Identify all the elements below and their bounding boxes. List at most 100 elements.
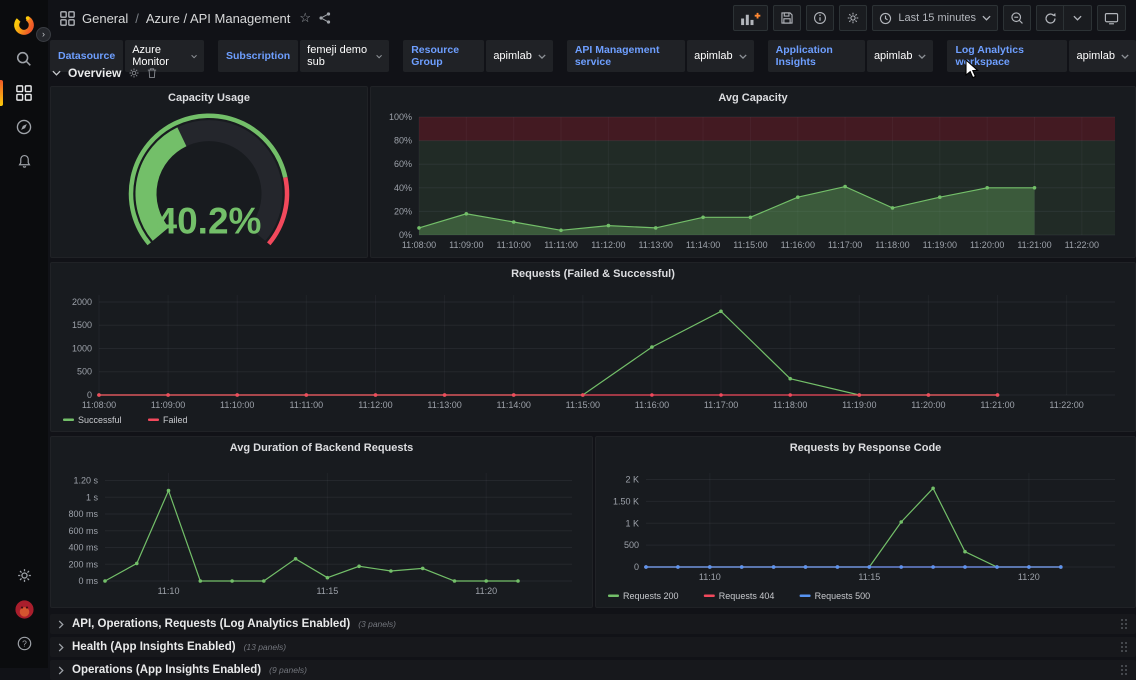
svg-text:11:20:00: 11:20:00 <box>911 400 945 410</box>
sidebar-item-profile[interactable] <box>0 592 48 626</box>
svg-text:11:14:00: 11:14:00 <box>497 400 531 410</box>
filter-value-dropdown[interactable]: apimlab <box>1069 40 1136 72</box>
filter-log-analytics: Log Analytics workspace apimlab <box>947 40 1136 72</box>
sidebar-item-dashboards[interactable] <box>0 76 48 110</box>
sidebar-item-search[interactable] <box>0 42 48 76</box>
help-icon: ? <box>17 636 31 650</box>
filter-value-dropdown[interactable]: apimlab <box>486 40 553 72</box>
cycle-view-mode-button[interactable] <box>1097 5 1126 31</box>
svg-text:11:08:00: 11:08:00 <box>402 240 436 250</box>
filter-label: Application Insights <box>767 40 865 72</box>
svg-text:11:19:00: 11:19:00 <box>923 240 957 250</box>
panel-title[interactable]: Avg Capacity <box>718 92 788 104</box>
panel-title[interactable]: Avg Duration of Backend Requests <box>229 442 414 454</box>
svg-text:11:20:00: 11:20:00 <box>970 240 1004 250</box>
chevron-down-icon <box>376 54 382 58</box>
row-drag-handle[interactable] <box>1120 618 1128 630</box>
search-icon <box>16 51 31 66</box>
panel-requests: Requests (Failed & Successful) 0 500 1000 1… <box>50 262 1136 432</box>
row-overview-header[interactable]: Overview <box>52 66 157 80</box>
template-variables-bar: Datasource Azure Monitor Subscription fe… <box>50 40 1136 72</box>
refresh-button-group <box>1036 5 1092 31</box>
row-drag-handle[interactable] <box>1120 641 1128 653</box>
time-range-picker[interactable]: Last 15 minutes <box>872 5 998 31</box>
row-panel-count: (9 panels) <box>269 665 307 675</box>
svg-text:11:21:00: 11:21:00 <box>980 400 1014 410</box>
filter-label: API Management service <box>566 40 686 72</box>
dashboard-insights-button[interactable] <box>806 5 835 31</box>
response-codes-chart[interactable]: 0 500 1 K 1.50 K 2 K 11:10 11:15 11:20 Requests … <box>598 459 1133 605</box>
svg-text:11:10: 11:10 <box>699 572 721 582</box>
filter-value-dropdown[interactable]: Azure Monitor <box>125 40 204 72</box>
svg-text:1500: 1500 <box>72 320 92 330</box>
sidebar-item-help[interactable]: ? <box>0 626 48 660</box>
svg-text:0 ms: 0 ms <box>78 576 98 586</box>
dashboard-settings-button[interactable] <box>839 5 868 31</box>
filter-value-dropdown[interactable]: femeji demo sub <box>300 40 390 72</box>
svg-text:11:18:00: 11:18:00 <box>875 240 909 250</box>
capacity-gauge[interactable]: 40.2% <box>53 109 365 255</box>
chevron-down-icon <box>191 54 197 58</box>
row-health[interactable]: Health (App Insights Enabled) (13 panels… <box>50 637 1136 657</box>
save-dashboard-button[interactable] <box>773 5 802 31</box>
backend-duration-chart[interactable]: 0 ms 200 ms 400 ms 600 ms 800 ms 1 s 1.20 s 11:… <box>53 459 590 605</box>
row-drag-handle[interactable] <box>1120 664 1128 676</box>
info-circle-icon <box>814 12 827 24</box>
svg-text:1.20 s: 1.20 s <box>73 476 98 486</box>
star-icon[interactable]: ☆ <box>299 10 312 25</box>
avg-capacity-chart[interactable]: 0% 20% 40% 60% 80% 100% 11:08:00 11:09:00 11:10:… <box>373 109 1133 255</box>
clock-icon <box>880 12 892 24</box>
chevron-down-icon <box>1121 53 1129 59</box>
row-title: Health (App Insights Enabled) <box>72 641 236 653</box>
refresh-button[interactable] <box>1036 5 1064 31</box>
sidebar-item-configuration[interactable] <box>0 558 48 592</box>
svg-text:11:15: 11:15 <box>316 586 338 596</box>
panel-backend-duration: Avg Duration of Backend Requests 0 ms 200… <box>50 436 593 608</box>
filter-value-dropdown[interactable]: apimlab <box>687 40 754 72</box>
panel-title[interactable]: Requests by Response Code <box>789 442 942 454</box>
row-settings-gear-icon[interactable] <box>128 67 140 79</box>
sidebar-expand-button[interactable]: › <box>36 27 51 42</box>
chevron-down-icon <box>538 53 546 59</box>
user-avatar <box>14 599 34 619</box>
panel-title[interactable]: Requests (Failed & Successful) <box>511 268 675 280</box>
alerting-bell-icon <box>18 154 30 168</box>
refresh-interval-button[interactable] <box>1064 5 1092 31</box>
add-panel-button[interactable] <box>733 5 769 31</box>
svg-text:Requests 404: Requests 404 <box>719 591 775 601</box>
sidebar-bottom-group: ? <box>0 558 48 660</box>
time-zoom-out-button[interactable] <box>1003 5 1031 31</box>
grafana-logo[interactable] <box>0 8 48 42</box>
requests-chart[interactable]: 0 500 1000 1500 2000 11:08:00 11:09:00 11:10:00… <box>53 285 1133 429</box>
explore-compass-icon <box>16 119 32 135</box>
filter-resource-group: Resource Group apimlab <box>403 40 553 72</box>
sidebar-item-explore[interactable] <box>0 110 48 144</box>
dashboard-title: Azure / API Management <box>145 10 291 26</box>
svg-text:11:12:00: 11:12:00 <box>591 240 625 250</box>
row-delete-trash-icon[interactable] <box>147 67 157 79</box>
panel-title[interactable]: Capacity Usage <box>168 92 250 104</box>
svg-text:2000: 2000 <box>72 297 92 307</box>
svg-text:60%: 60% <box>394 159 412 169</box>
panel-response-codes: Requests by Response Code 0 500 1 K 1.50 K 2… <box>595 436 1136 608</box>
row-api-operations-requests[interactable]: API, Operations, Requests (Log Analytics… <box>50 614 1136 634</box>
svg-text:Successful: Successful <box>78 415 122 425</box>
filter-value-dropdown[interactable]: apimlab <box>866 40 934 72</box>
svg-text:11:18:00: 11:18:00 <box>773 400 807 410</box>
breadcrumb-folder[interactable]: General <box>82 10 129 26</box>
share-icon[interactable] <box>318 11 332 25</box>
svg-text:1000: 1000 <box>72 343 92 353</box>
svg-text:11:16:00: 11:16:00 <box>781 240 815 250</box>
svg-text:11:16:00: 11:16:00 <box>635 400 669 410</box>
sidebar-item-alerting[interactable] <box>0 144 48 178</box>
filter-label: Datasource <box>50 40 124 72</box>
row-operations[interactable]: Operations (App Insights Enabled) (9 pan… <box>50 660 1136 680</box>
zoom-out-icon <box>1011 12 1023 24</box>
topbar-actions: Last 15 minutes <box>733 5 1126 31</box>
breadcrumb: General / Azure / API Management ☆ <box>60 10 332 26</box>
gear-icon <box>17 568 31 582</box>
svg-text:11:10: 11:10 <box>158 586 180 596</box>
svg-text:11:22:00: 11:22:00 <box>1065 240 1099 250</box>
svg-text:11:10:00: 11:10:00 <box>497 240 531 250</box>
row-title: Operations (App Insights Enabled) <box>72 664 262 676</box>
